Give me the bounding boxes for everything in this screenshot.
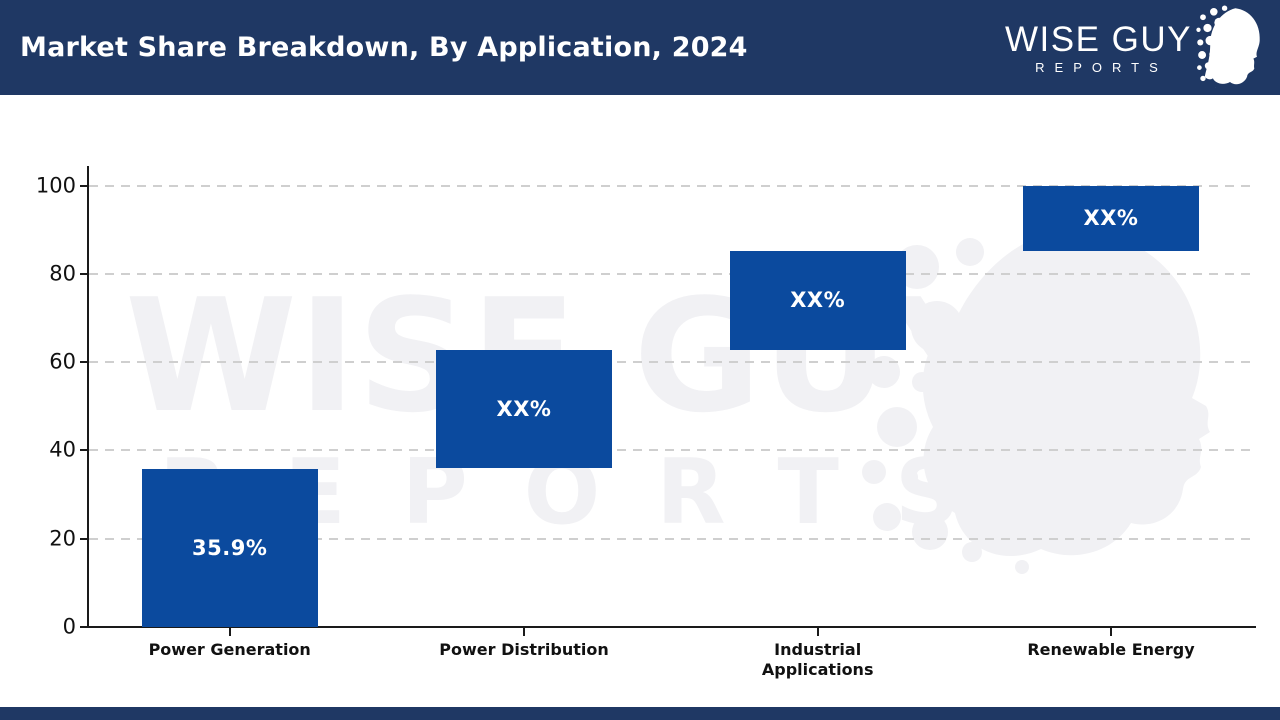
y-axis-tick-label: 80 [49,261,76,286]
bar-value-label: XX% [790,288,846,313]
y-axis-tick [80,184,88,187]
page-title: Market Share Breakdown, By Application, … [20,32,748,63]
bar-value-label: XX% [1083,206,1139,231]
y-axis-tick [80,626,88,628]
bar-power-distribution: XX% [436,349,612,469]
bar-value-label: 35.9% [192,535,268,560]
brand-head-icon [1194,4,1266,92]
y-axis-tick-label: 60 [49,349,76,374]
y-axis-tick-label: 20 [49,526,76,551]
x-axis-category-label: Renewable Energy [1027,640,1195,659]
x-axis-tick [816,628,819,636]
gridline [89,272,1256,275]
y-axis-tick-label: 40 [49,437,76,462]
footer-bar [0,707,1280,720]
brand-logo-text: WISE GUY REPORTS [1005,22,1192,74]
brand-name: WISE GUY [1004,19,1192,59]
y-axis-tick [80,272,88,275]
y-axis-tick [80,449,88,452]
header-bar: Market Share Breakdown, By Application, … [0,0,1280,95]
bar-renewable-energy: XX% [1023,185,1199,251]
y-axis-tick-label: 0 [62,614,76,639]
gridline [89,449,1256,452]
gridline [89,537,1256,540]
x-axis-tick [228,628,231,636]
y-axis-tick [80,361,88,364]
bar-industrial-applications: XX% [729,250,906,350]
x-axis-category-label: Industrial Applications [761,640,874,680]
bar-value-label: XX% [496,397,552,422]
gridline [89,184,1256,187]
x-axis-category-label: Power Generation [148,640,311,659]
bar-power-generation: 35.9% [141,468,318,627]
x-axis-tick [523,628,525,636]
brand-subname: REPORTS [1035,59,1168,75]
x-axis-tick [1110,628,1112,636]
y-axis-tick [80,537,88,540]
y-axis-tick-label: 100 [35,173,76,198]
x-axis-category-label: Power Distribution [439,640,609,659]
y-axis-line [87,166,89,628]
brand-logo: WISE GUY REPORTS [1005,4,1266,92]
x-axis-line [87,626,1256,628]
gridline [89,361,1256,364]
